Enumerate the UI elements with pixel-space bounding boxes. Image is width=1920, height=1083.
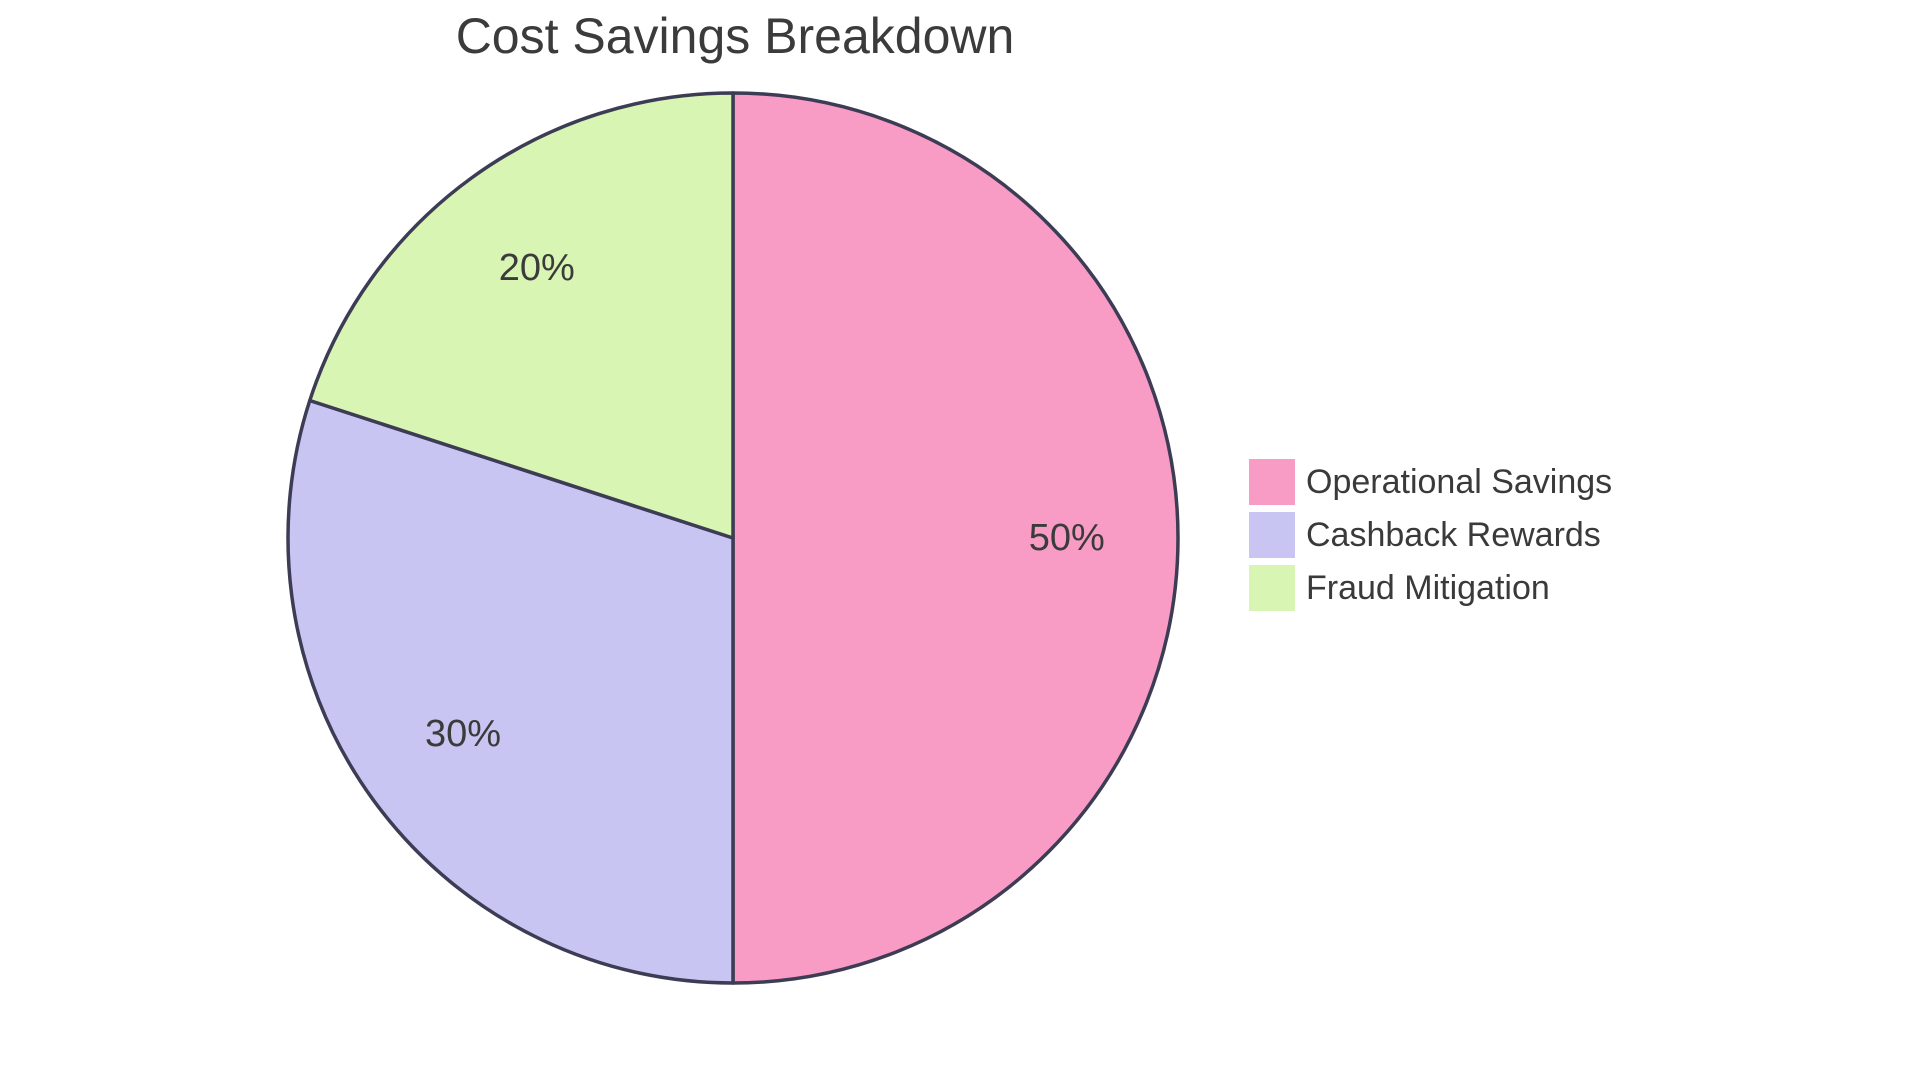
pie-slice-percent-label-fraud-mitigation: 20% — [499, 247, 575, 289]
pie-slice-cashback-rewards[interactable] — [286, 398, 735, 985]
legend-swatch-operational-savings — [1249, 459, 1295, 505]
pie-slice-percent-label-cashback-rewards: 30% — [425, 713, 501, 755]
legend-label-fraud-mitigation: Fraud Mitigation — [1306, 569, 1550, 607]
legend-item-fraud-mitigation[interactable]: Fraud Mitigation — [1249, 565, 1612, 611]
legend-swatch-cashback-rewards — [1249, 512, 1295, 558]
legend-label-cashback-rewards: Cashback Rewards — [1306, 516, 1601, 554]
legend-swatch-fraud-mitigation — [1249, 565, 1295, 611]
legend-label-operational-savings: Operational Savings — [1306, 463, 1613, 501]
pie-slice-operational-savings[interactable] — [731, 91, 1180, 985]
legend-item-cashback-rewards[interactable]: Cashback Rewards — [1249, 512, 1612, 558]
pie-slice-fraud-mitigation[interactable] — [308, 91, 735, 540]
chart-title: Cost Savings Breakdown — [455, 8, 1015, 64]
legend: Operational Savings Cashback Rewards Fra… — [1249, 459, 1612, 611]
pie-slice-percent-label-operational-savings: 50% — [1029, 517, 1105, 559]
legend-item-operational-savings[interactable]: Operational Savings — [1249, 459, 1612, 505]
